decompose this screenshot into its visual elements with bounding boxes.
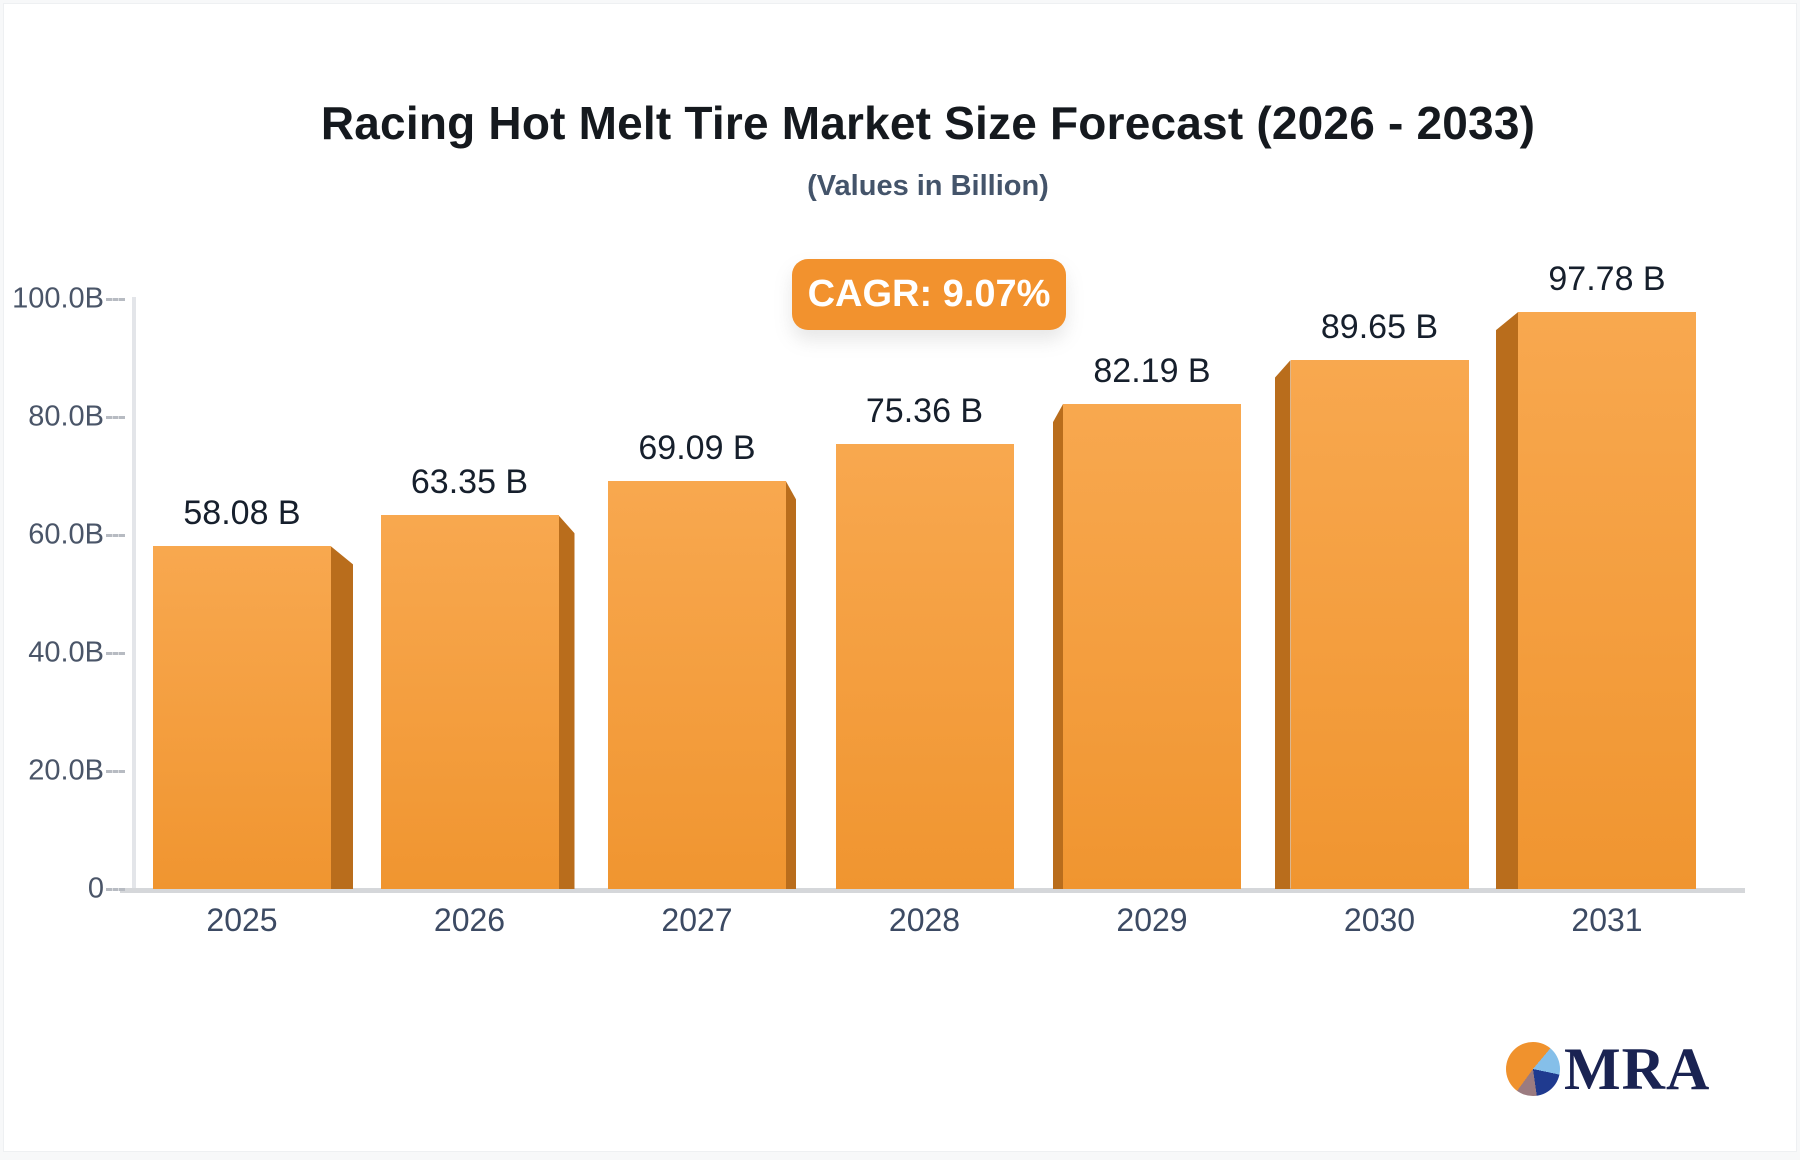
y-axis-tick-mark bbox=[106, 534, 125, 537]
bar-3d-side bbox=[1275, 360, 1291, 889]
bar-2027 bbox=[608, 481, 786, 889]
bar-3d-side bbox=[1496, 312, 1518, 889]
bar-value-label: 97.78 B bbox=[1457, 260, 1757, 299]
bar-3d-side bbox=[1053, 404, 1063, 889]
bar-3d-side bbox=[559, 515, 575, 889]
bar-2029 bbox=[1063, 404, 1241, 889]
y-axis-tick-label: 0 bbox=[8, 873, 104, 906]
bar-3d-side bbox=[786, 481, 796, 889]
y-axis-tick-mark bbox=[106, 298, 125, 301]
bar-2025 bbox=[153, 546, 331, 889]
bar-value-label: 82.19 B bbox=[1002, 352, 1302, 391]
y-axis-tick-mark bbox=[106, 416, 125, 419]
bar-value-label: 89.65 B bbox=[1230, 308, 1530, 347]
x-axis-label: 2031 bbox=[1457, 902, 1757, 939]
pie-chart-icon bbox=[1506, 1042, 1560, 1096]
y-axis-tick-mark bbox=[106, 770, 125, 773]
y-axis-tick-label: 60.0B bbox=[8, 519, 104, 552]
y-axis-line bbox=[132, 297, 136, 889]
y-axis-tick-mark bbox=[106, 652, 125, 655]
bar-2031 bbox=[1518, 312, 1696, 889]
bar-3d-side bbox=[331, 546, 353, 889]
bar-2028 bbox=[836, 444, 1014, 889]
y-axis-tick-mark bbox=[106, 888, 125, 891]
y-axis-tick-label: 100.0B bbox=[8, 283, 104, 316]
brand-logo-text: MRA bbox=[1564, 1042, 1710, 1096]
brand-logo: MRA bbox=[1506, 1042, 1710, 1096]
bar-value-label: 75.36 B bbox=[775, 392, 1075, 431]
y-axis-tick-label: 20.0B bbox=[8, 755, 104, 788]
bar-2026 bbox=[381, 515, 559, 889]
bar-2030 bbox=[1291, 360, 1469, 889]
y-axis-tick-label: 80.0B bbox=[8, 401, 104, 434]
chart-card: Racing Hot Melt Tire Market Size Forecas… bbox=[3, 3, 1797, 1152]
y-axis-tick-label: 40.0B bbox=[8, 637, 104, 670]
bar-value-label: 69.09 B bbox=[547, 429, 847, 468]
bar-value-label: 63.35 B bbox=[320, 463, 620, 502]
